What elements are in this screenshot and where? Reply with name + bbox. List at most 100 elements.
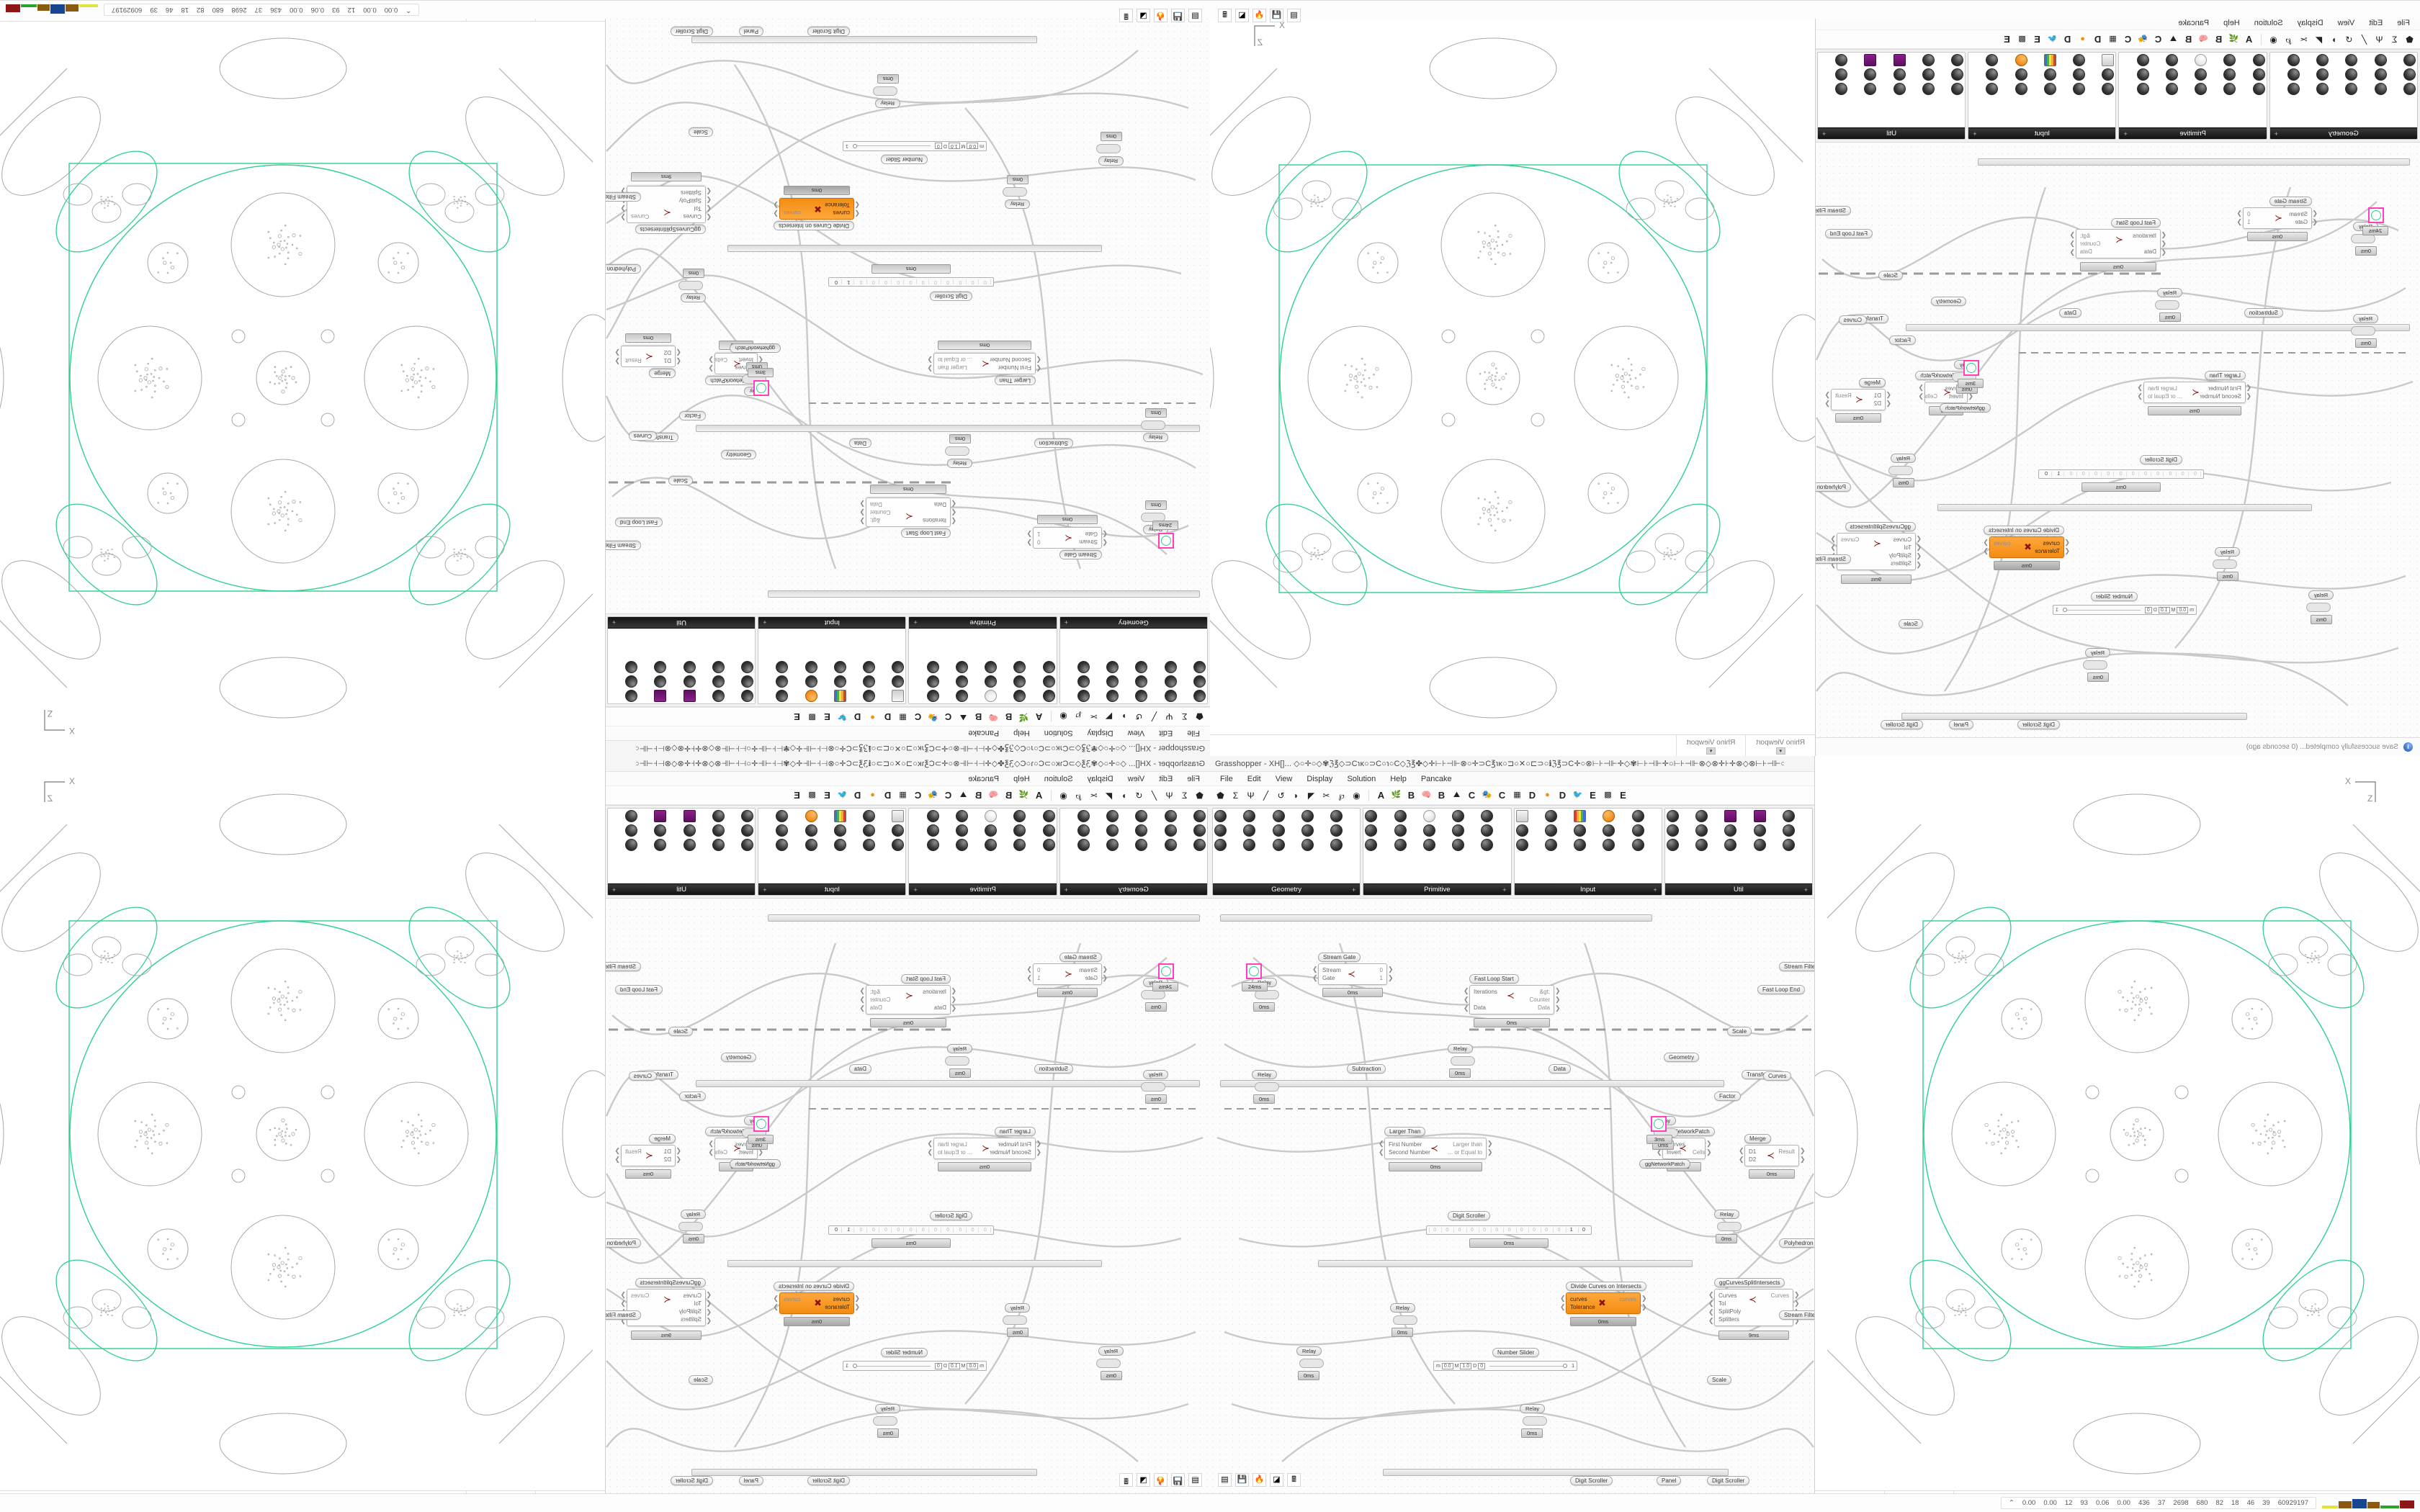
node-port[interactable]: ❯ xyxy=(2069,240,2075,247)
slider-max-value[interactable]: 1.0 xyxy=(948,143,960,150)
canvas-floating-label[interactable]: Fast Loop End xyxy=(1757,985,1806,994)
digit-cell[interactable]: 0 xyxy=(2140,472,2152,477)
ribbon-component-icon[interactable] xyxy=(1042,675,1055,688)
ribbon-component-icon[interactable] xyxy=(776,661,789,673)
ribbon-component-icon[interactable] xyxy=(1951,54,1964,66)
canvas-floating-label[interactable]: Panel xyxy=(1948,720,1973,729)
digit-cell[interactable]: 0 xyxy=(893,1228,905,1233)
viewport-tab[interactable]: Rhino Viewport▾ xyxy=(1675,735,1746,756)
ribbon-component-icon[interactable] xyxy=(2136,68,2149,81)
menu-item-solution[interactable]: Solution xyxy=(2254,18,2283,27)
slider-precision-value[interactable]: 0 xyxy=(2144,606,2152,613)
menu-item-file[interactable]: File xyxy=(1187,729,1200,738)
node-port[interactable]: ❯ xyxy=(773,1303,779,1310)
node-port[interactable]: ❯ xyxy=(1555,1004,1561,1012)
ribbon-tab-input[interactable]: Input xyxy=(1514,883,1662,895)
ribbon-component-icon[interactable] xyxy=(2102,68,2115,81)
menu-item-display[interactable]: Display xyxy=(1087,774,1113,783)
node-port[interactable]: ❯ xyxy=(1555,987,1561,994)
relay-node[interactable]: Relay xyxy=(946,1044,972,1053)
number-slider[interactable]: m 0.0 M 1.0 D 0 1 xyxy=(1433,1361,1577,1371)
digit-cell[interactable]: 0 xyxy=(1528,1228,1539,1233)
node-label[interactable]: Stream Gate xyxy=(1059,953,1102,962)
slider-track[interactable] xyxy=(852,144,931,149)
ggnetworkpatch-label[interactable]: ggNetworkPatch xyxy=(729,1159,781,1169)
save-icon[interactable]: 💾 xyxy=(1270,8,1283,22)
ggnetworkpatch-label[interactable]: ggNetworkPatch xyxy=(1639,1159,1691,1169)
ribbon-component-icon[interactable] xyxy=(2073,68,2086,81)
node-port[interactable]: ❮ xyxy=(951,518,956,525)
geometry-param-icon[interactable] xyxy=(1963,360,1979,376)
scissors-icon[interactable]: ✂ xyxy=(2300,34,2308,45)
node-label[interactable]: Larger Than xyxy=(994,1127,1036,1136)
ribbon-component-icon[interactable] xyxy=(863,824,876,837)
menu-item-solution[interactable]: Solution xyxy=(1347,774,1376,783)
canvas-floating-label[interactable]: Stream Filter xyxy=(1779,1310,1814,1320)
digit-cell[interactable]: 0 xyxy=(2078,472,2089,477)
node-port[interactable]: ❮ xyxy=(1102,539,1108,546)
ribbon-component-icon[interactable] xyxy=(1631,824,1644,837)
ribbon-component-icon[interactable] xyxy=(1106,839,1119,851)
ribbon-component-icon[interactable] xyxy=(741,824,754,837)
digit-cell[interactable]: 0 xyxy=(1541,1228,1551,1233)
spiral-icon[interactable]: ↺ xyxy=(1135,711,1143,722)
node-port[interactable]: ❮ xyxy=(1916,544,1922,551)
ribbon-component-icon[interactable] xyxy=(683,675,696,688)
digit-cell[interactable]: 0 xyxy=(868,1228,879,1233)
ribbon-component-icon[interactable] xyxy=(1666,839,1679,851)
leaf-icon[interactable]: 🌿 xyxy=(2228,35,2239,43)
node-port[interactable]: ❯ xyxy=(859,1004,865,1012)
node-port[interactable]: ❯ xyxy=(708,1140,714,1147)
node-port[interactable]: ❯ xyxy=(1918,392,1924,400)
digit-cell[interactable]: 0 xyxy=(830,279,843,284)
node-port[interactable]: ❮ xyxy=(951,996,956,1003)
ribbon-component-icon[interactable] xyxy=(1782,810,1795,822)
node-port[interactable]: ❮ xyxy=(951,1004,956,1012)
ribbon-component-icon[interactable] xyxy=(1951,83,1964,95)
node-port[interactable]: ❮ xyxy=(2246,392,2251,400)
firefox-icon[interactable]: 🔥 xyxy=(1154,8,1168,22)
node-label[interactable]: Stream Gate xyxy=(2269,197,2312,206)
ribbon-component-icon[interactable] xyxy=(683,824,696,837)
node-port[interactable]: ❯ xyxy=(2236,210,2242,217)
line-icon[interactable]: ╱ xyxy=(1263,790,1269,801)
digit-cell[interactable]: 0 xyxy=(856,279,867,284)
toolbar-letter-d-6[interactable]: D xyxy=(1559,790,1567,801)
digit-cell[interactable]: 0 xyxy=(2090,472,2102,477)
digit-cell[interactable]: 0 xyxy=(1491,1228,1502,1233)
canvas-floating-label[interactable]: Scale xyxy=(1898,619,1923,629)
leaf-icon[interactable]: 🌿 xyxy=(1018,791,1029,799)
relay-node[interactable]: Relay xyxy=(1520,1404,1546,1413)
node-port[interactable]: ❯ xyxy=(2236,218,2242,225)
node-port[interactable]: ❮ xyxy=(1886,400,1891,407)
toolbar-letter-b-2[interactable]: B xyxy=(974,790,982,801)
ribbon-component-icon[interactable] xyxy=(1922,68,1935,81)
grasshopper-titlebar[interactable]: Grasshopper - XH[]... ◇○✛○◇✾ℨ℥◇⊃C℩κ○⊃C○℩… xyxy=(606,740,1210,756)
relay-node[interactable]: Relay xyxy=(2308,590,2334,600)
ribbon-component-icon[interactable] xyxy=(1042,661,1055,673)
ribbon-component-icon[interactable] xyxy=(712,661,725,673)
mountain-icon[interactable]: ⛰ xyxy=(2169,35,2177,43)
node-port[interactable]: ❯ xyxy=(1983,539,1989,546)
slider-knob[interactable] xyxy=(852,1363,857,1368)
ribbon-component-icon[interactable] xyxy=(2102,54,2115,66)
ribbon-component-icon[interactable] xyxy=(1135,661,1148,673)
digit-cell[interactable]: 0 xyxy=(2128,472,2139,477)
node-port[interactable]: ❮ xyxy=(1560,1303,1566,1310)
ribbon-component-icon[interactable] xyxy=(712,675,725,688)
ribbon-component-icon[interactable] xyxy=(1724,839,1737,851)
ribbon-component-icon[interactable] xyxy=(2252,68,2265,81)
spiral-icon[interactable]: ↺ xyxy=(2345,34,2353,45)
ribbon-component-icon[interactable] xyxy=(654,839,667,851)
relay-capsule[interactable] xyxy=(1003,187,1027,197)
node-port[interactable]: ❯ xyxy=(1388,966,1394,973)
node-port[interactable]: ❯ xyxy=(614,1156,620,1163)
eye-icon[interactable]: ◉ xyxy=(1353,790,1361,801)
cone-icon[interactable]: ◤ xyxy=(1105,711,1113,722)
ribbon-component-icon[interactable] xyxy=(1695,824,1708,837)
toolbar-letter-c-4[interactable]: C xyxy=(2124,34,2132,45)
ribbon-component-icon[interactable] xyxy=(1106,824,1119,837)
grasshopper-titlebar[interactable]: Grasshopper - XH[]... ◇○✛○◇✾ℨ℥◇⊃C℩κ○⊃C○℩… xyxy=(606,756,1210,772)
canvas-floating-label[interactable]: Fast Loop End xyxy=(614,985,663,994)
